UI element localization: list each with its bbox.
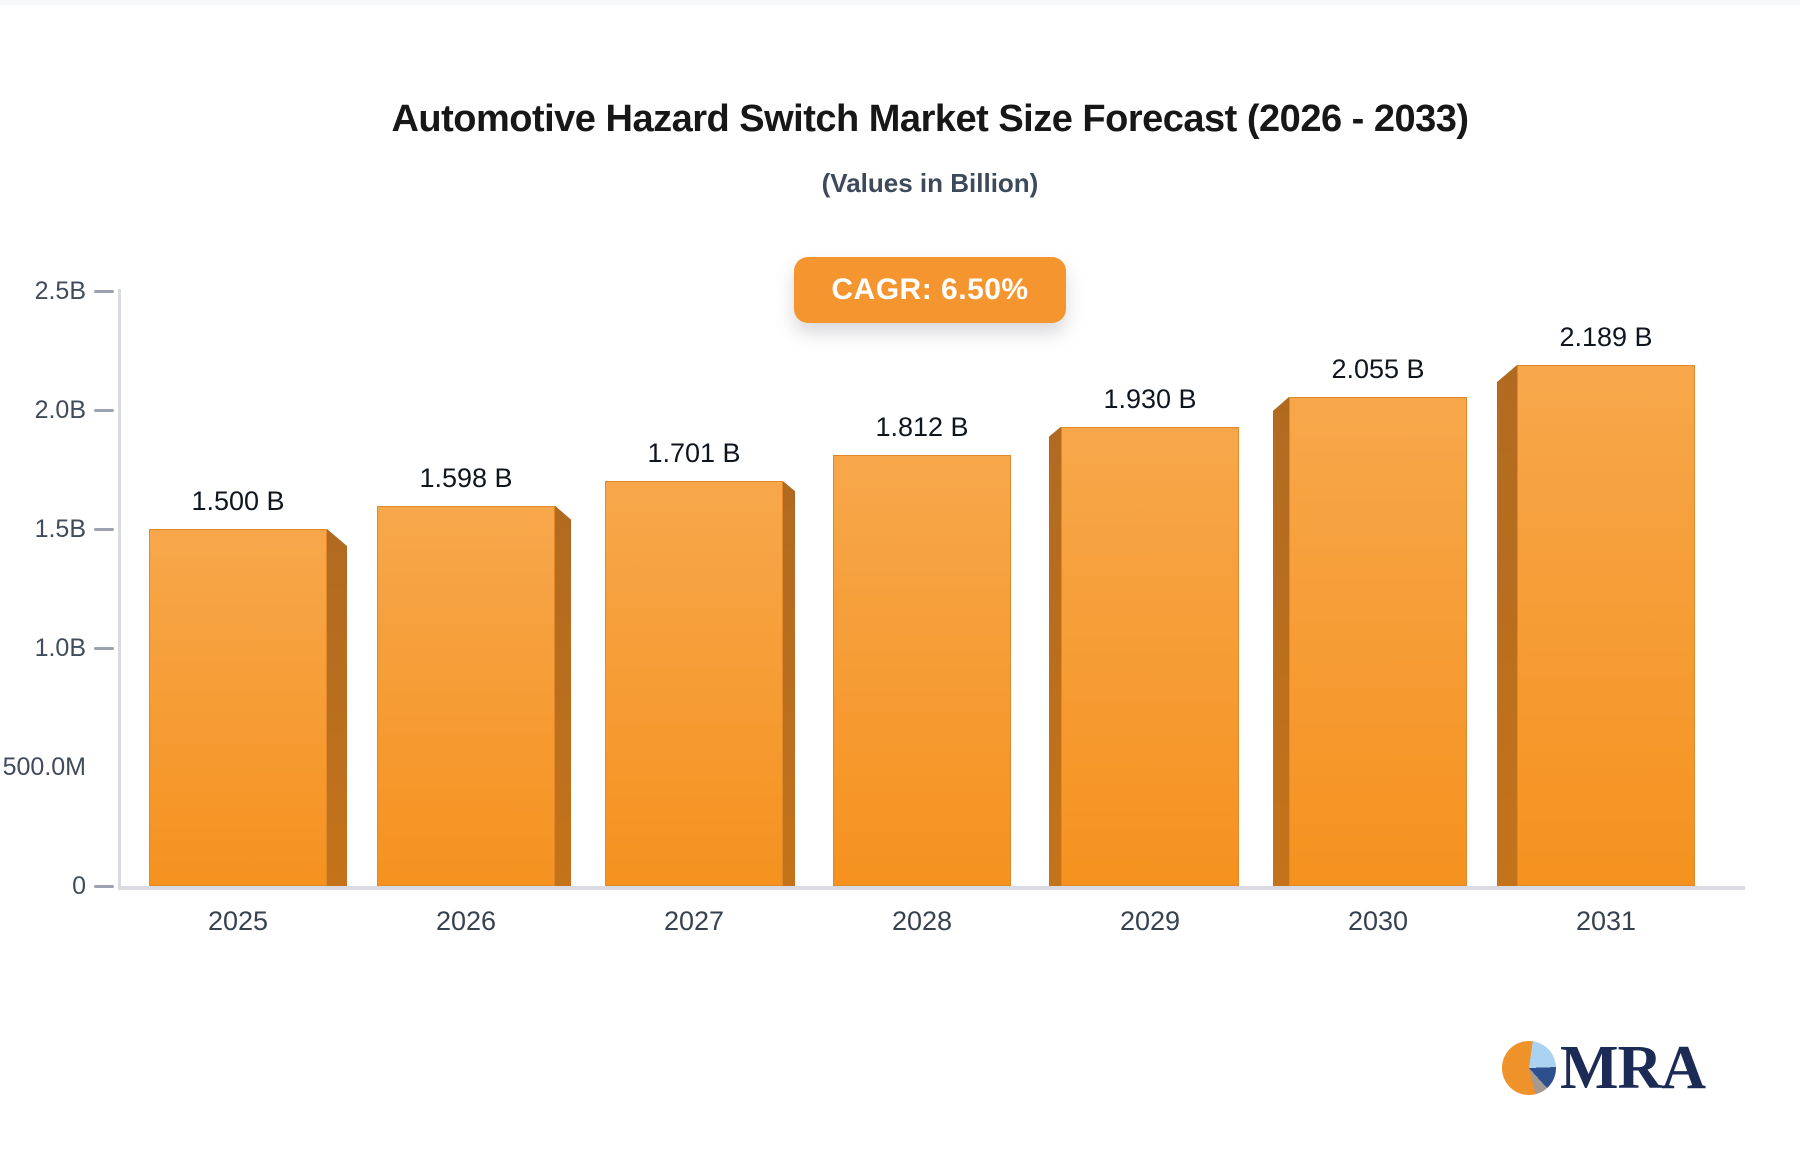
x-category-label: 2025 [207,906,269,936]
bar-value-label: 2.055 B [1331,353,1425,384]
y-tick-label: 2.5B [34,277,86,305]
bar-value-label: 1.500 B [191,486,285,516]
y-tick-label: 2.0B [34,396,86,424]
bar-side-face [555,505,571,886]
x-category-label: 2028 [891,906,953,936]
bar [605,481,783,886]
y-axis-line [118,289,121,890]
x-category-label: 2026 [435,906,497,936]
y-tick-mark [94,885,114,888]
bar-side-face [783,481,795,886]
bar-side-face [1497,365,1517,886]
cagr-badge: CAGR: 6.50% [794,257,1066,323]
bar-value-label: 2.189 B [1559,322,1653,353]
y-tick-mark [94,647,114,650]
page-title: Automotive Hazard Switch Market Size For… [391,98,1469,140]
bar-value-label: 1.812 B [875,411,969,442]
y-tick-mark [94,409,114,412]
bar-value-label: 1.930 B [1103,383,1197,414]
y-tick-mark [94,290,114,293]
y-tick-label: 1.0B [34,634,86,662]
brand-logo-text: MRA [1560,1034,1706,1102]
y-tick-label: 0 [72,872,86,900]
x-axis-line [118,886,1745,890]
x-category-label: 2027 [663,906,725,936]
bar [1517,365,1695,886]
card-top-edge [0,0,1800,5]
bar [1061,426,1239,886]
bar [149,529,327,886]
y-tick-label: 500.0M [2,753,86,781]
bar [833,454,1011,886]
bar [1289,396,1467,886]
x-category-label: 2030 [1347,906,1409,936]
y-tick-mark [94,528,114,531]
x-category-label: 2031 [1575,906,1637,936]
bar-value-label: 1.598 B [419,462,513,493]
page-subtitle: (Values in Billion) [821,168,1039,198]
bar-side-face [1273,396,1289,886]
bar [377,505,555,886]
x-category-label: 2029 [1119,906,1181,936]
bar-side-face [1049,426,1061,886]
bar-side-face [327,529,347,886]
brand-logo: MRA [1502,1034,1706,1102]
bar-value-label: 1.701 B [647,438,741,469]
pie-chart-logo-icon [1502,1041,1556,1095]
y-tick-label: 1.5B [34,515,86,543]
